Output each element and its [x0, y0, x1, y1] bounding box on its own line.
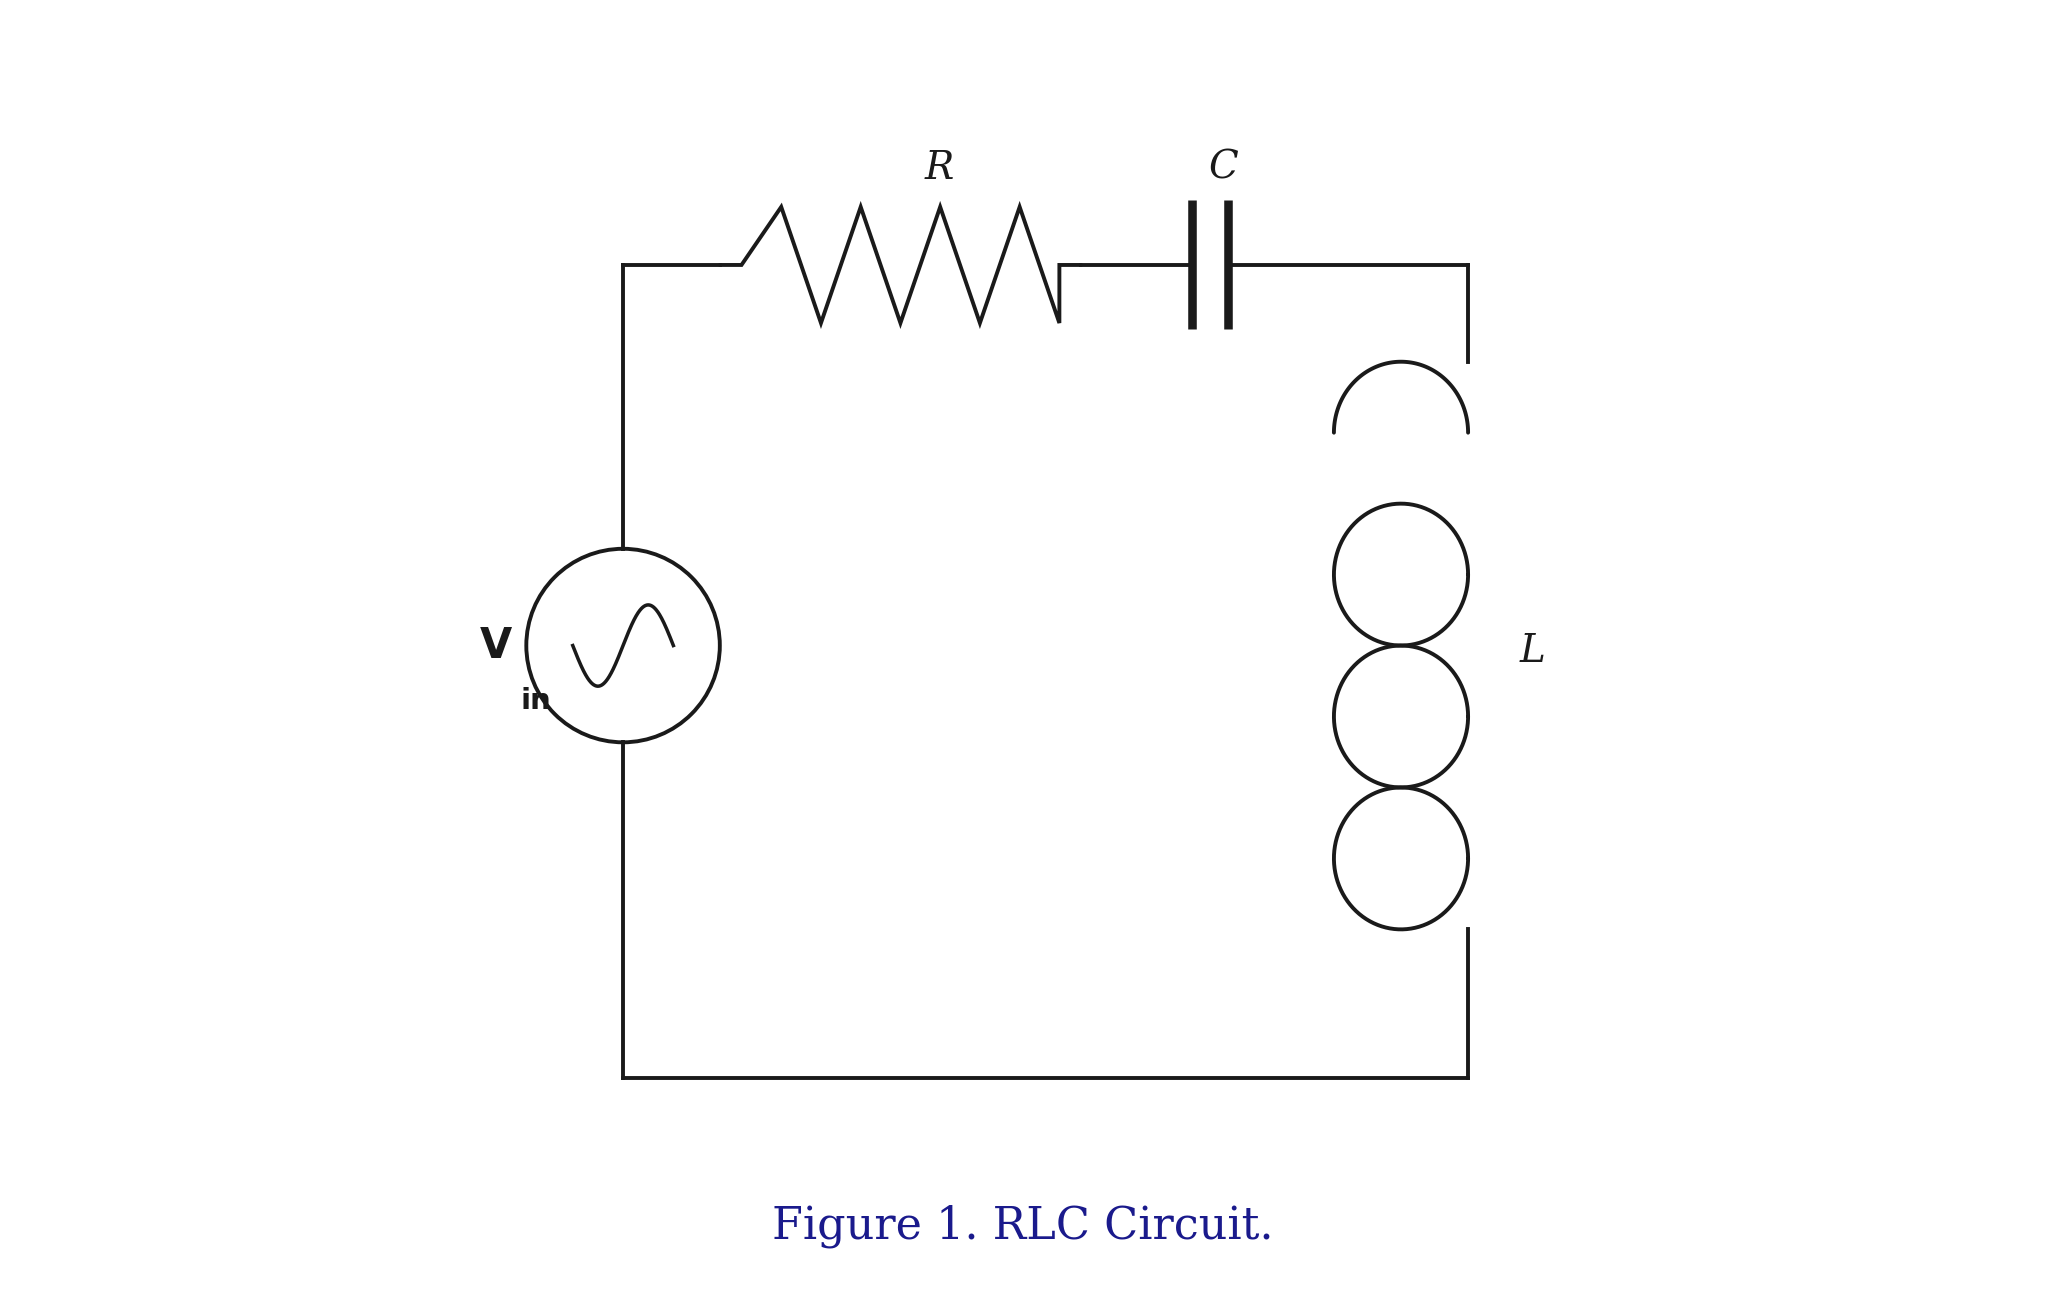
Text: $\mathbf{V}$: $\mathbf{V}$	[479, 625, 514, 666]
Text: R: R	[925, 150, 953, 186]
Text: C: C	[1207, 150, 1238, 186]
Text: Figure 1. RLC Circuit.: Figure 1. RLC Circuit.	[771, 1204, 1275, 1248]
Text: L: L	[1520, 634, 1545, 670]
Text: $\mathbf{in}$: $\mathbf{in}$	[520, 687, 550, 715]
